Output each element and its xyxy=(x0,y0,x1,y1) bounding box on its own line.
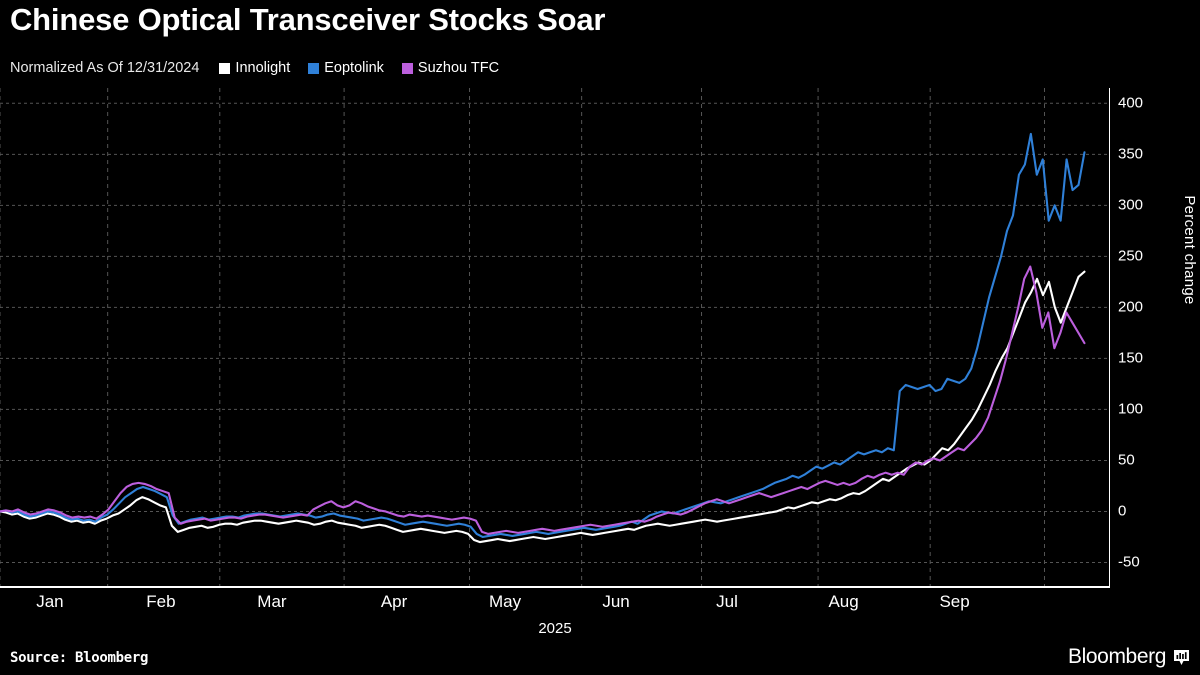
legend-item-innolight[interactable]: Innolight xyxy=(219,60,290,76)
x-axis-labels: Jan Feb Mar Apr May Jun Jul Aug Sep xyxy=(0,592,1110,616)
source-note: Source: Bloomberg xyxy=(10,650,149,666)
normalization-note: Normalized As Of 12/31/2024 xyxy=(10,60,200,76)
horizontal-gridlines xyxy=(0,102,1110,563)
x-tick-label: Aug xyxy=(828,592,859,611)
bloomberg-terminal-icon xyxy=(1173,649,1190,666)
x-tick-label: Jan xyxy=(36,592,64,611)
legend-swatch-suzhou-tfc xyxy=(401,62,413,74)
y-tick-label: 200 xyxy=(1118,298,1144,316)
x-tick-label: Feb xyxy=(146,592,176,611)
legend-item-eoptolink[interactable]: Eoptolink xyxy=(308,60,384,76)
line-chart-svg xyxy=(0,88,1110,588)
axis-lines xyxy=(0,88,1110,588)
y-tick-label: 250 xyxy=(1118,247,1144,265)
y-tick-label: -50 xyxy=(1118,553,1140,571)
legend-label-suzhou-tfc: Suzhou TFC xyxy=(417,60,500,76)
y-tick-label: 100 xyxy=(1118,400,1144,418)
legend-swatch-innolight xyxy=(219,62,231,74)
legend-item-suzhou-tfc[interactable]: Suzhou TFC xyxy=(401,60,500,76)
y-tick-label: 400 xyxy=(1118,94,1144,112)
series-line-suzhou-tfc xyxy=(0,265,1086,535)
x-tick-label: Jun xyxy=(602,592,630,611)
y-axis-labels: -50 0 50 100 150 200 250 300 350 400 xyxy=(1118,88,1178,588)
y-tick-label: 0 xyxy=(1118,502,1127,520)
y-tick-label: 150 xyxy=(1118,349,1144,367)
vertical-gridlines xyxy=(0,88,1046,588)
x-tick-label: Jul xyxy=(716,592,738,611)
y-tick-label: 350 xyxy=(1118,145,1144,163)
legend: Normalized As Of 12/31/2024 Innolight Eo… xyxy=(10,60,517,76)
x-tick-label: Sep xyxy=(939,592,970,611)
x-tick-label: Mar xyxy=(257,592,287,611)
series-line-eoptolink xyxy=(0,132,1086,539)
series-lines xyxy=(0,132,1086,544)
plot-area xyxy=(0,88,1110,588)
y-tick-label: 50 xyxy=(1118,451,1135,469)
series-line-innolight xyxy=(0,270,1086,544)
legend-label-eoptolink: Eoptolink xyxy=(324,60,384,76)
y-tick-label: 300 xyxy=(1118,196,1144,214)
x-tick-label: May xyxy=(488,592,522,611)
page-title: Chinese Optical Transceiver Stocks Soar xyxy=(10,2,606,37)
legend-label-innolight: Innolight xyxy=(235,60,291,76)
x-axis-title: 2025 xyxy=(538,620,572,637)
bloomberg-brand: Bloomberg xyxy=(1068,645,1190,669)
y-axis-title: Percent change xyxy=(1181,195,1198,305)
legend-swatch-eoptolink xyxy=(308,62,320,74)
brand-wordmark: Bloomberg xyxy=(1068,645,1166,668)
x-tick-label: Apr xyxy=(380,592,408,611)
